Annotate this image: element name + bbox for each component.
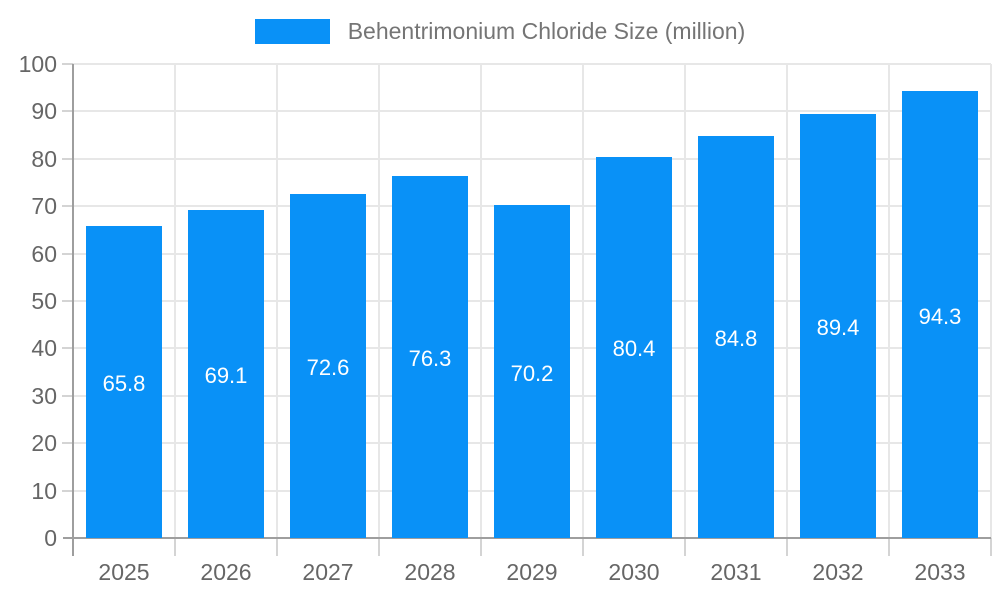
gridline-vertical <box>990 64 992 538</box>
y-axis-tick <box>62 205 73 208</box>
x-axis-tick <box>786 538 788 556</box>
bar <box>596 156 672 538</box>
gridline-vertical <box>786 64 788 538</box>
x-axis-label: 2029 <box>506 559 558 585</box>
gridline-horizontal <box>73 157 991 160</box>
bar-value-label: 94.3 <box>918 303 962 329</box>
y-axis-tick <box>62 394 73 397</box>
bar-value-label: 65.8 <box>102 371 146 397</box>
gridline-vertical <box>888 64 890 538</box>
y-axis-tick <box>62 347 73 350</box>
x-axis-tick <box>888 538 890 556</box>
x-axis-label: 2025 <box>98 559 150 585</box>
gridline-horizontal <box>73 110 991 113</box>
x-axis-tick <box>990 538 992 556</box>
bar-value-label: 76.3 <box>408 346 452 372</box>
x-axis-label: 2026 <box>200 559 252 585</box>
x-axis-tick <box>684 538 686 556</box>
y-axis-tick <box>62 300 73 302</box>
x-axis-tick <box>174 538 176 556</box>
bar <box>494 205 570 538</box>
y-axis-tick <box>62 489 73 492</box>
bar-value-label: 69.1 <box>204 363 248 389</box>
gridline-vertical <box>684 64 686 538</box>
y-axis-label: 20 <box>31 430 57 457</box>
bar-value-label: 84.8 <box>714 326 758 352</box>
bar <box>86 226 162 538</box>
x-axis-line <box>63 537 991 539</box>
y-axis-tick <box>62 63 73 65</box>
x-axis-tick <box>276 538 278 556</box>
bar-value-label: 72.6 <box>306 354 350 380</box>
bar <box>698 136 774 538</box>
bar <box>392 176 468 538</box>
y-axis-label: 50 <box>31 288 57 314</box>
gridline-vertical <box>582 64 584 538</box>
bar <box>188 210 264 538</box>
gridline-vertical <box>378 64 380 538</box>
y-axis-label: 40 <box>31 335 57 362</box>
y-axis-label: 90 <box>31 98 57 125</box>
x-axis-label: 2032 <box>812 559 864 585</box>
legend[interactable]: Behentrimonium Chloride Size (million) <box>0 18 1000 44</box>
bar <box>290 193 366 538</box>
legend-swatch <box>254 18 330 44</box>
x-axis-tick <box>480 538 482 556</box>
y-axis-tick <box>62 110 73 113</box>
bar <box>800 114 876 538</box>
bar <box>902 91 978 538</box>
y-axis-label: 60 <box>31 240 57 267</box>
y-axis-tick <box>62 442 73 445</box>
x-axis-label: 2031 <box>710 559 762 585</box>
x-axis-tick <box>378 538 380 556</box>
bar-value-label: 89.4 <box>816 315 860 341</box>
y-axis-label: 30 <box>31 382 57 409</box>
gridline-horizontal <box>73 63 991 65</box>
x-axis-label: 2027 <box>302 559 354 585</box>
y-axis-tick <box>62 157 73 160</box>
y-axis-label: 80 <box>31 145 57 172</box>
gridline-vertical <box>174 64 176 538</box>
bar-value-label: 80.4 <box>612 336 656 362</box>
bar-value-label: 70.2 <box>510 360 554 386</box>
y-axis-line <box>72 64 74 556</box>
gridline-vertical <box>276 64 278 538</box>
legend-label: Behentrimonium Chloride Size (million) <box>347 18 746 44</box>
x-axis-label: 2028 <box>404 559 456 585</box>
gridline-vertical <box>480 64 482 538</box>
y-axis-tick <box>62 252 73 255</box>
y-axis-label: 0 <box>44 525 57 551</box>
x-axis-label: 2030 <box>608 559 660 585</box>
y-axis-label: 100 <box>18 51 57 77</box>
y-axis-label: 70 <box>31 193 57 220</box>
x-axis-label: 2033 <box>914 559 966 585</box>
y-axis-label: 10 <box>31 477 57 504</box>
x-axis-tick <box>582 538 584 556</box>
